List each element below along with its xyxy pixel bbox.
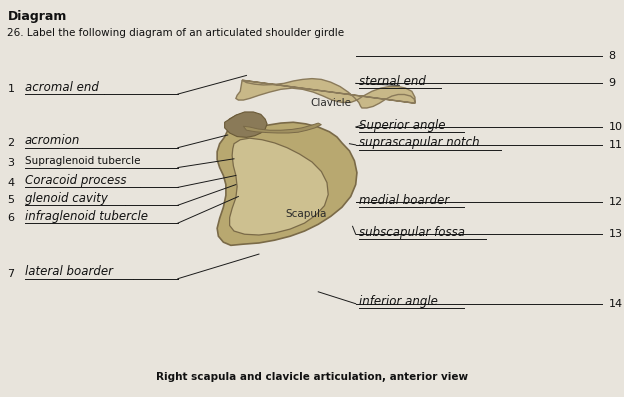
Text: 9: 9: [608, 78, 615, 89]
Text: suprascapular notch: suprascapular notch: [359, 137, 479, 149]
Text: 6: 6: [7, 213, 14, 224]
Polygon shape: [217, 113, 357, 245]
Text: Supraglenoid tubercle: Supraglenoid tubercle: [25, 156, 140, 166]
Text: 26. Label the following diagram of an articulated shoulder girdle: 26. Label the following diagram of an ar…: [7, 28, 344, 38]
Text: Clavicle: Clavicle: [310, 98, 351, 108]
Polygon shape: [243, 123, 321, 133]
Text: 7: 7: [7, 269, 14, 279]
Text: 2: 2: [7, 138, 14, 148]
Text: 13: 13: [608, 229, 622, 239]
Text: 1: 1: [7, 84, 14, 94]
Polygon shape: [225, 112, 267, 137]
Text: Coracoid process: Coracoid process: [25, 174, 127, 187]
Text: subscapular fossa: subscapular fossa: [359, 226, 465, 239]
Text: 12: 12: [608, 197, 623, 208]
Text: inferior angle: inferior angle: [359, 295, 437, 308]
Text: Diagram: Diagram: [7, 10, 67, 23]
Text: glenoid cavity: glenoid cavity: [25, 192, 108, 205]
Text: medial boarder: medial boarder: [359, 194, 449, 207]
Polygon shape: [236, 79, 415, 108]
Text: acromal end: acromal end: [25, 81, 99, 94]
Text: infraglenoid tubercle: infraglenoid tubercle: [25, 210, 148, 223]
Text: acromion: acromion: [25, 135, 80, 147]
Text: sternal end: sternal end: [359, 75, 426, 88]
Text: 11: 11: [608, 140, 622, 150]
Text: 10: 10: [608, 122, 622, 132]
Text: Scapula: Scapula: [285, 209, 326, 220]
Text: 5: 5: [7, 195, 14, 206]
Text: Right scapula and clavicle articulation, anterior view: Right scapula and clavicle articulation,…: [156, 372, 468, 382]
Text: 4: 4: [7, 177, 14, 188]
Text: 14: 14: [608, 299, 623, 309]
Text: Superior angle: Superior angle: [359, 119, 446, 131]
Polygon shape: [230, 138, 328, 235]
Text: 8: 8: [608, 50, 615, 61]
Text: 3: 3: [7, 158, 14, 168]
Text: lateral boarder: lateral boarder: [25, 266, 113, 278]
